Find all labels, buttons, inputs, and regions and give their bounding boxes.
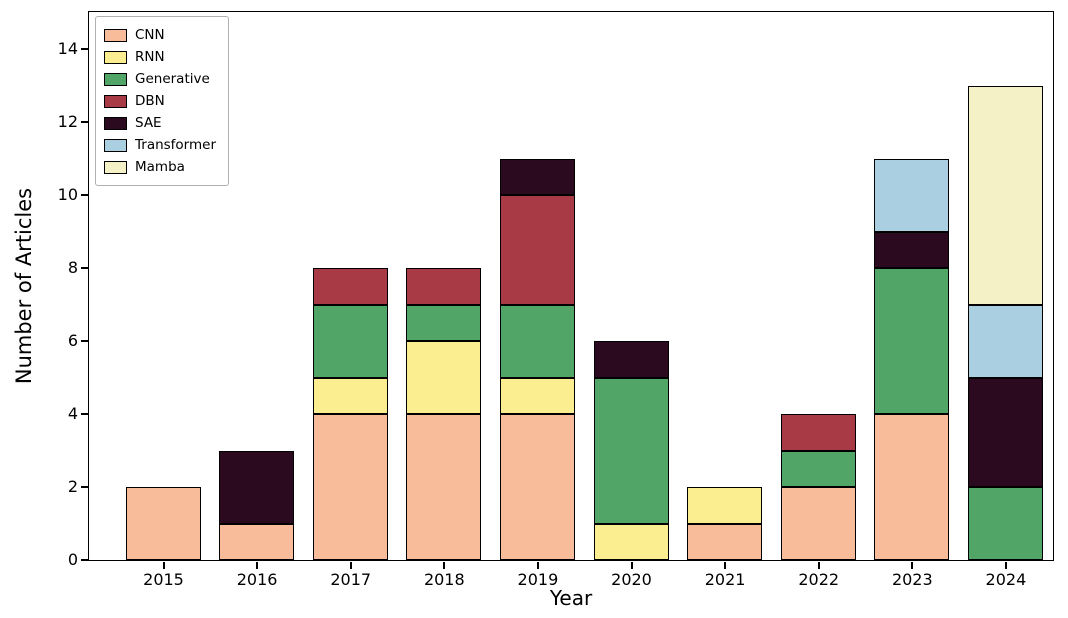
bar-segment-2018-RNN: [406, 341, 482, 415]
bar-segment-2016-SAE: [219, 450, 295, 524]
x-tick-label-2017: 2017: [330, 570, 372, 589]
bar-segment-2019-CNN: [499, 414, 575, 560]
y-tick-mark: [81, 485, 88, 488]
legend-swatch-Transformer: [104, 138, 127, 152]
legend-swatch-CNN: [104, 28, 127, 42]
legend-item-DBN: DBN: [104, 90, 216, 112]
x-tick-mark: [162, 562, 165, 569]
bar-segment-2024-Transformer: [967, 304, 1043, 378]
x-tick-mark: [911, 562, 914, 569]
bar-segment-2023-Generative: [874, 268, 950, 415]
legend-item-Mamba: Mamba: [104, 156, 216, 178]
x-tick-mark: [443, 562, 446, 569]
bar-segment-2024-Mamba: [967, 85, 1043, 305]
x-tick-mark: [724, 562, 727, 569]
bar-segment-2015-CNN: [125, 487, 201, 560]
bar-segment-2018-DBN: [406, 268, 482, 305]
legend-label-Generative: Generative: [135, 71, 210, 87]
y-tick-mark: [81, 266, 88, 269]
bar-segment-2020-RNN: [593, 523, 669, 560]
x-axis-title: Year: [549, 586, 593, 610]
legend-label-Mamba: Mamba: [135, 159, 185, 175]
legend-label-Transformer: Transformer: [135, 137, 217, 153]
x-tick-mark: [256, 562, 259, 569]
y-tick-mark: [81, 558, 88, 561]
y-tick-mark: [81, 47, 88, 50]
legend-swatch-DBN: [104, 94, 127, 108]
x-tick-label-2018: 2018: [423, 570, 465, 589]
legend-label-RNN: RNN: [135, 49, 165, 65]
y-tick-label: 12: [57, 111, 78, 131]
y-tick-label: 6: [67, 330, 78, 350]
y-tick-mark: [81, 120, 88, 123]
legend-item-Generative: Generative: [104, 68, 216, 90]
x-tick-label-2021: 2021: [704, 570, 746, 589]
x-tick-label-2016: 2016: [236, 570, 278, 589]
y-tick-mark: [81, 339, 88, 342]
bar-segment-2018-Generative: [406, 304, 482, 342]
plot-area: CNN RNN Generative DBN SAE Transformer Mamba: [88, 11, 1054, 561]
bar-segment-2022-Generative: [780, 450, 856, 488]
bar-segment-2018-CNN: [406, 414, 482, 560]
bar-segment-2020-SAE: [593, 341, 669, 378]
x-tick-mark: [349, 562, 352, 569]
bar-segment-2019-Generative: [499, 304, 575, 378]
bar-segment-2023-Transformer: [874, 158, 950, 232]
legend-item-Transformer: Transformer: [104, 134, 216, 156]
x-tick-label-2020: 2020: [611, 570, 652, 589]
legend-label-CNN: CNN: [135, 27, 165, 43]
bar-segment-2021-CNN: [687, 523, 763, 560]
bar-segment-2017-Generative: [312, 304, 388, 378]
legend-label-DBN: DBN: [135, 93, 165, 109]
legend-item-SAE: SAE: [104, 112, 216, 134]
y-tick-label: 0: [67, 549, 78, 569]
bar-segment-2019-RNN: [499, 377, 575, 415]
legend-swatch-RNN: [104, 50, 127, 64]
y-tick-mark: [81, 193, 88, 196]
bar-segment-2023-SAE: [874, 231, 950, 269]
legend-item-RNN: RNN: [104, 46, 216, 68]
legend-swatch-Generative: [104, 72, 127, 86]
bar-segment-2024-Generative: [967, 487, 1043, 560]
bar-segment-2019-SAE: [499, 158, 575, 196]
bar-segment-2016-CNN: [219, 523, 295, 560]
legend-label-SAE: SAE: [135, 115, 162, 131]
bar-segment-2019-DBN: [499, 195, 575, 305]
x-tick-mark: [630, 562, 633, 569]
bar-segment-2017-RNN: [312, 377, 388, 415]
bar-segment-2024-SAE: [967, 377, 1043, 488]
bar-segment-2021-RNN: [687, 487, 763, 524]
x-tick-mark: [817, 562, 820, 569]
x-tick-label-2024: 2024: [985, 570, 1027, 589]
bar-segment-2020-Generative: [593, 377, 669, 524]
y-tick-label: 8: [67, 257, 78, 277]
y-tick-mark: [81, 412, 88, 415]
x-tick-mark: [1004, 562, 1007, 569]
bar-segment-2022-CNN: [780, 487, 856, 560]
bar-segment-2017-DBN: [312, 268, 388, 305]
bar-segment-2022-DBN: [780, 414, 856, 451]
legend-item-CNN: CNN: [104, 24, 216, 46]
x-tick-label-2023: 2023: [891, 570, 933, 589]
y-tick-label: 4: [67, 403, 78, 423]
bar-segment-2023-CNN: [874, 414, 950, 560]
legend-swatch-SAE: [104, 116, 127, 130]
y-tick-label: 2: [67, 476, 78, 496]
legend: CNN RNN Generative DBN SAE Transformer Mamba: [95, 16, 230, 186]
y-tick-label: 14: [57, 38, 78, 58]
x-tick-label-2019: 2019: [517, 570, 559, 589]
y-axis-title: Number of Articles: [12, 187, 36, 385]
y-tick-label: 10: [57, 184, 78, 204]
x-tick-mark: [536, 562, 539, 569]
legend-swatch-Mamba: [104, 160, 127, 174]
x-tick-label-2022: 2022: [798, 570, 840, 589]
x-tick-label-2015: 2015: [143, 570, 184, 589]
bar-segment-2017-CNN: [312, 414, 388, 560]
